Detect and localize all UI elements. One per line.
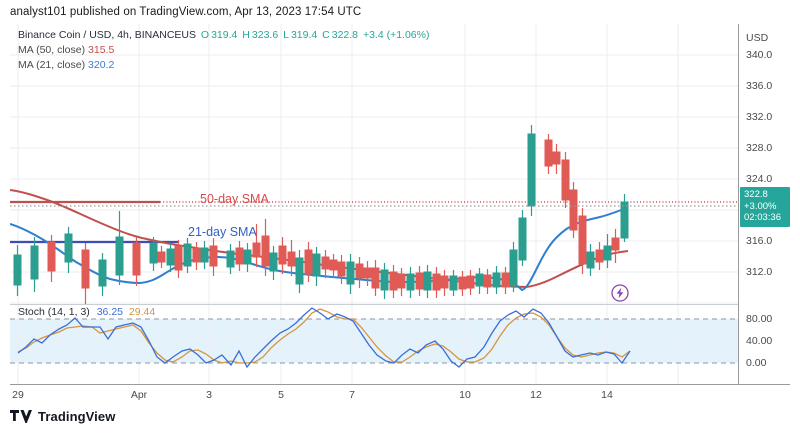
bull-candles-rally	[509, 125, 536, 292]
chart-legend: Binance Coin / USD, 4h, BINANCEUS O 319.4…	[18, 28, 429, 73]
price-plot-area[interactable]: Binance Coin / USD, 4h, BINANCEUS O 319.4…	[10, 24, 738, 384]
current-price-change: +3.00%	[744, 200, 777, 212]
bear-candles-a	[47, 235, 218, 305]
footer-branding: TradingView	[10, 409, 115, 424]
time-tick-14: 14	[601, 389, 613, 401]
bear-candles-b	[235, 219, 510, 298]
legend-row-ma50: MA (50, close) 315.5	[18, 43, 429, 58]
price-tick-324: 324.0	[746, 173, 773, 185]
stoch-k-value: 36.25	[96, 306, 123, 318]
stoch-tick-0: 0.00	[746, 357, 767, 369]
legend-ma50-value: 315.5	[88, 44, 115, 56]
stochastic-svg	[10, 305, 738, 384]
time-axis[interactable]: 29 Apr 3 5 7 10 12 14	[10, 384, 790, 407]
legend-row-symbol: Binance Coin / USD, 4h, BINANCEUS O 319.4…	[18, 28, 429, 43]
stochastic-pane[interactable]: Stoch (14, 1, 3) 36.25 29.44	[10, 304, 738, 384]
annotation-21day-sma: 21-day SMA	[188, 225, 257, 239]
stochastic-legend: Stoch (14, 1, 3) 36.25 29.44	[18, 306, 155, 318]
legend-ma21-label: MA (21, close)	[18, 59, 86, 71]
time-tick-7: 7	[349, 389, 355, 401]
stoch-tick-40: 40.00	[746, 335, 773, 347]
legend-close-label: C	[322, 29, 330, 41]
current-price-badge[interactable]: 322.8 +3.00% 02:03:36	[740, 187, 790, 227]
tradingview-logo-icon	[10, 409, 32, 423]
time-tick-apr: Apr	[130, 389, 148, 401]
chart-frame: Binance Coin / USD, 4h, BINANCEUS O 319.4…	[10, 24, 791, 384]
price-tick-336: 336.0	[746, 80, 773, 92]
price-tick-312: 312.0	[746, 266, 773, 278]
price-tick-340: 340.0	[746, 49, 773, 61]
attribution-text: analyst101 published on TradingView.com,…	[10, 6, 362, 18]
current-price-value: 322.8	[744, 189, 768, 200]
legend-open-label: O	[200, 29, 210, 41]
price-axis-unit: USD	[746, 32, 769, 44]
stoch-k-line	[17, 307, 631, 369]
annotation-50day-sma: 50-day SMA	[200, 192, 269, 206]
current-price-countdown: 02:03:36	[744, 212, 781, 223]
price-tick-328: 328.0	[746, 142, 773, 154]
price-chart-svg	[10, 24, 738, 380]
stoch-vertical-gridlines	[17, 305, 679, 384]
legend-ma21-value: 320.2	[88, 59, 115, 71]
stoch-tick-80: 80.00	[746, 313, 773, 325]
legend-close-value: 322.8	[331, 29, 359, 41]
bull-candles-a	[13, 211, 209, 296]
bear-candles-decline	[544, 134, 587, 274]
time-tick-10: 10	[459, 389, 471, 401]
price-axis[interactable]: USD 340.0 336.0 332.0 328.0 324.0 320.0 …	[738, 24, 791, 384]
candlestick-series	[13, 125, 629, 305]
legend-symbol: Binance Coin / USD, 4h,	[18, 29, 132, 41]
bear-candles-recovery	[595, 229, 620, 270]
time-tick-3: 3	[206, 389, 212, 401]
legend-ma50-label: MA (50, close)	[18, 44, 86, 56]
bull-candles-b	[226, 243, 501, 299]
legend-low-value: 319.4	[290, 29, 318, 41]
lightning-bolt-icon[interactable]	[611, 284, 629, 302]
time-tick-12: 12	[530, 389, 542, 401]
legend-change: +3.4 (+1.06%)	[362, 29, 430, 41]
price-tick-332: 332.0	[746, 111, 773, 123]
stoch-d-value: 29.44	[128, 306, 156, 318]
price-tick-316: 316.0	[746, 235, 773, 247]
legend-open-value: 319.4	[211, 29, 238, 41]
time-tick-29: 29	[12, 389, 24, 401]
legend-row-ma21: MA (21, close) 320.2	[18, 58, 429, 73]
legend-high-value: 323.6	[251, 29, 279, 41]
stoch-name: Stoch (14, 1, 3)	[18, 306, 90, 318]
bull-candles-recovery	[586, 194, 629, 276]
legend-low-label: L	[283, 29, 289, 41]
legend-exchange: BINANCEUS	[134, 29, 196, 41]
legend-high-label: H	[242, 29, 250, 41]
brand-name: TradingView	[38, 409, 116, 424]
time-tick-5: 5	[278, 389, 284, 401]
